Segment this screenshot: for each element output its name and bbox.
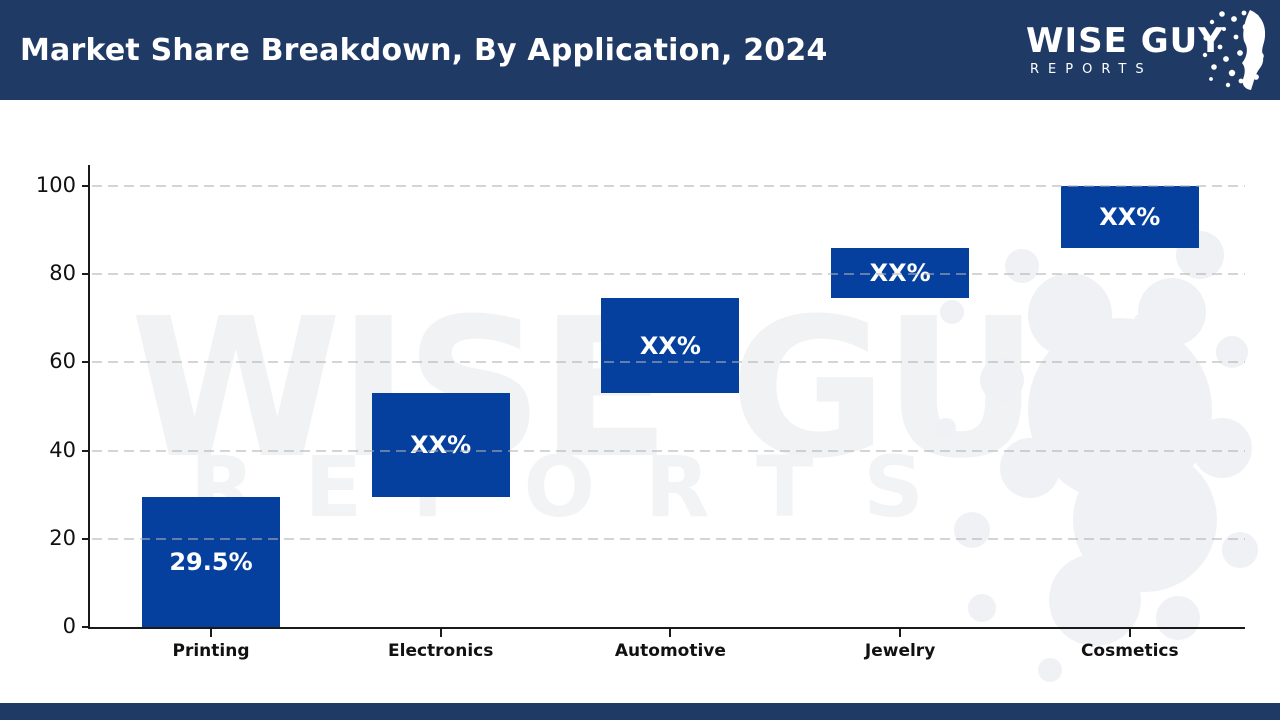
watermark-face-dots — [936, 231, 1258, 682]
bar-value-label: XX% — [1099, 202, 1161, 231]
bar-value-label: XX% — [639, 331, 701, 360]
chart-title: Market Share Breakdown, By Application, … — [20, 32, 828, 68]
bar-printing: 29.5% — [142, 496, 280, 627]
y-axis-tick-label: 100 — [35, 173, 76, 197]
y-axis-tick-mark — [82, 537, 90, 540]
x-axis-tick-mark — [669, 629, 672, 637]
bar-electronics: XX% — [371, 393, 510, 497]
y-axis-tick-label: 60 — [49, 349, 76, 374]
x-axis-line — [88, 627, 1245, 629]
bar-automotive: XX% — [601, 298, 740, 394]
x-axis-tick-mark — [439, 629, 442, 637]
y-axis-tick-label: 40 — [49, 437, 76, 462]
watermark-reports: REPORTS — [190, 438, 974, 536]
gridline-60 — [92, 361, 1245, 364]
gridline-20 — [92, 537, 1245, 540]
bar-value-label: XX% — [410, 431, 472, 460]
y-axis-tick-mark — [82, 449, 90, 452]
bar-cosmetics: XX% — [1060, 186, 1199, 248]
logo-wordmark-line1: WISE GUY — [1026, 21, 1224, 61]
logo-face-icon — [1202, 10, 1266, 90]
x-axis-category-label: Printing — [172, 641, 250, 661]
y-axis-tick-mark — [82, 273, 90, 276]
bar-value-label: XX% — [869, 259, 931, 288]
y-axis-tick-label: 80 — [49, 261, 76, 286]
bar-value-label: 29.5% — [169, 547, 253, 576]
y-axis-tick-mark — [82, 626, 90, 628]
bar-jewelry: XX% — [831, 247, 970, 299]
y-axis-tick-mark — [82, 361, 90, 364]
chart-area: WISE GUY REPORTS 0 20 40 60 80 100 29.5% Printi… — [0, 100, 1280, 703]
x-axis-category-label: Electronics — [388, 641, 494, 661]
y-axis-line — [88, 165, 90, 629]
footer-bar — [0, 703, 1280, 720]
x-axis-category-label: Jewelry — [864, 641, 936, 661]
x-axis-tick-mark — [899, 629, 902, 637]
logo-wordmark: WISE GUY REPORTS — [1026, 24, 1224, 77]
gridline-40 — [92, 449, 1245, 452]
wiseguy-logo: WISE GUY REPORTS — [1026, 6, 1266, 94]
y-axis-tick-label: 0 — [62, 614, 76, 638]
gridline-80 — [92, 273, 1245, 276]
x-axis-tick-mark — [210, 629, 212, 637]
x-axis-tick-mark — [1128, 629, 1131, 637]
x-axis-category-label: Cosmetics — [1080, 641, 1179, 661]
x-axis-category-label: Automotive — [614, 641, 726, 661]
y-axis-tick-mark — [82, 185, 90, 187]
y-axis-tick-label: 20 — [49, 525, 76, 550]
logo-wordmark-line2: REPORTS — [1030, 62, 1153, 77]
header-bar: Market Share Breakdown, By Application, … — [0, 0, 1280, 100]
gridline-100 — [92, 185, 1245, 187]
